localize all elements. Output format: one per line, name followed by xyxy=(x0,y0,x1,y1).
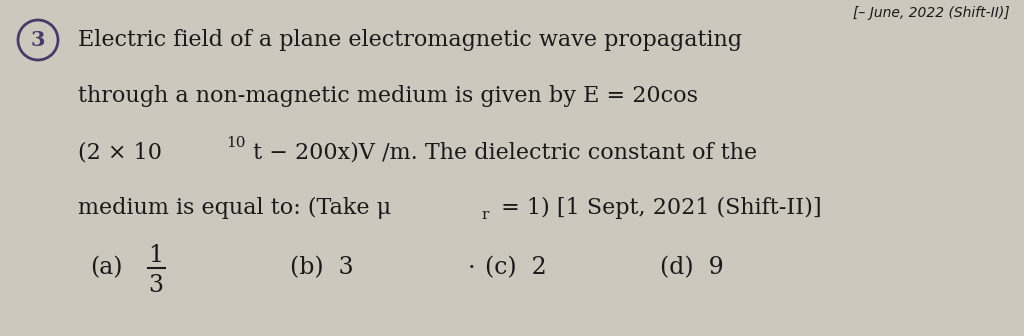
Text: through a non-magnetic medium is given by E = 20cos: through a non-magnetic medium is given b… xyxy=(78,85,698,107)
Text: (c)  2: (c) 2 xyxy=(485,256,547,280)
Text: 3: 3 xyxy=(31,30,45,50)
Text: [– June, 2022 (Shift-II)]: [– June, 2022 (Shift-II)] xyxy=(853,6,1010,20)
Text: ·: · xyxy=(468,256,475,280)
Text: (a): (a) xyxy=(90,256,123,280)
Text: 1: 1 xyxy=(148,245,164,267)
Text: (2 × 10: (2 × 10 xyxy=(78,141,162,163)
Text: = 1) [1 Sept, 2021 (Shift-II)]: = 1) [1 Sept, 2021 (Shift-II)] xyxy=(494,197,821,219)
Text: Electric field of a plane electromagnetic wave propagating: Electric field of a plane electromagneti… xyxy=(78,29,742,51)
Text: 3: 3 xyxy=(148,275,164,297)
Text: medium is equal to: (Take μ: medium is equal to: (Take μ xyxy=(78,197,391,219)
Text: (d)  9: (d) 9 xyxy=(660,256,724,280)
Text: t − 200x)V /m. The dielectric constant of the: t − 200x)V /m. The dielectric constant o… xyxy=(246,141,757,163)
Text: (b)  3: (b) 3 xyxy=(290,256,353,280)
Text: 10: 10 xyxy=(226,136,246,150)
Text: r: r xyxy=(481,208,488,222)
